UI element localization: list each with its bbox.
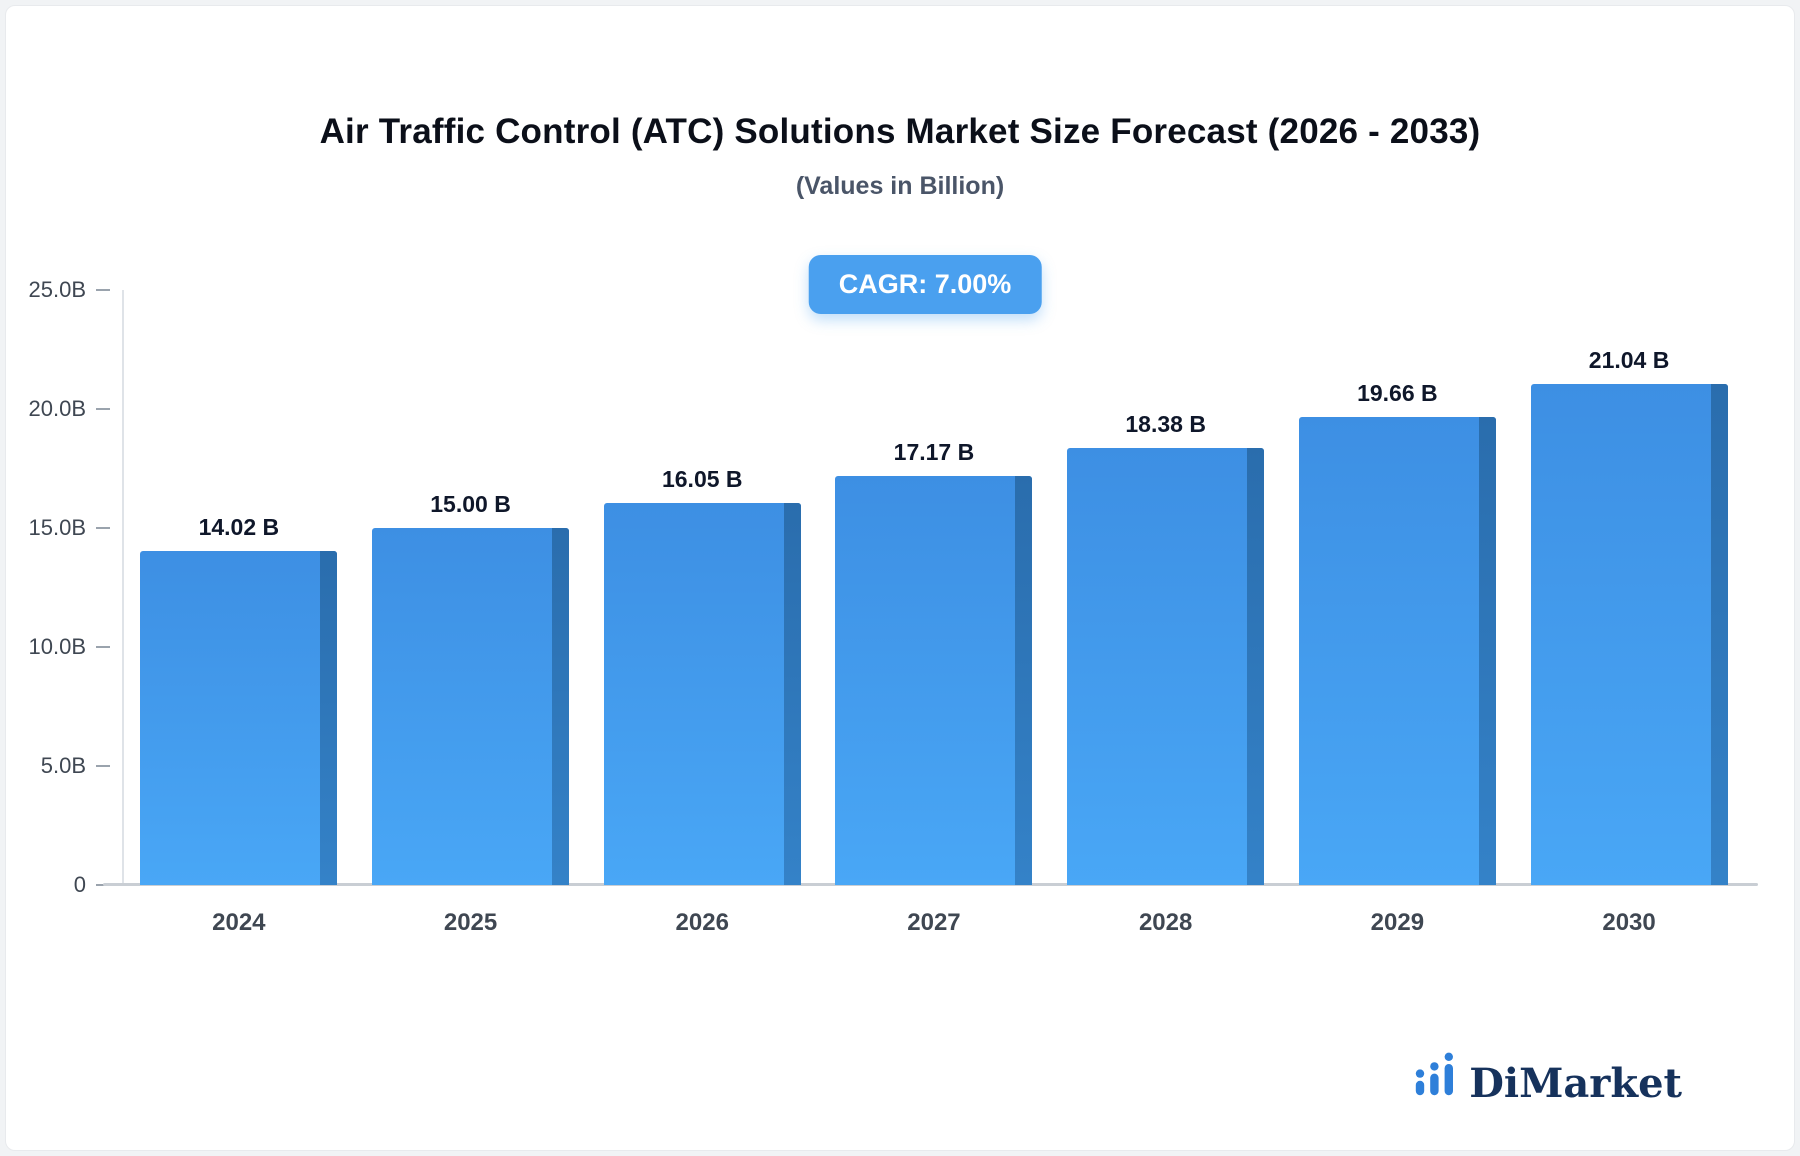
y-axis-tick-mark xyxy=(96,646,110,648)
bar-side-shade xyxy=(1710,384,1728,885)
bar-value-label: 19.66 B xyxy=(1357,380,1438,407)
bar-side-shade xyxy=(1015,476,1033,885)
y-axis-tick-mark xyxy=(96,527,110,529)
bar-value-label: 21.04 B xyxy=(1588,347,1670,374)
y-axis-tick-label: 15.0B xyxy=(0,515,118,541)
bar-value-label: 14.02 B xyxy=(198,514,280,541)
bar-group: 19.66 B 2029 xyxy=(1298,290,1496,936)
y-axis-line xyxy=(122,290,124,885)
bar-side-shade xyxy=(320,551,338,885)
y-axis-tick-label: 0 xyxy=(0,872,118,898)
y-axis-tick-mark xyxy=(96,408,110,410)
bar xyxy=(1298,417,1496,885)
y-axis-tick-mark xyxy=(96,765,110,767)
bar-group: 14.02 B 2024 xyxy=(140,290,338,936)
chart-title: Air Traffic Control (ATC) Solutions Mark… xyxy=(319,112,1481,151)
y-axis-tick-label: 5.0B xyxy=(0,753,118,779)
bar-value-label: 18.38 B xyxy=(1125,410,1206,437)
x-axis-label: 2025 xyxy=(443,909,498,936)
y-axis-tick-label: 20.0B xyxy=(0,396,118,422)
bar-value-label: 15.00 B xyxy=(430,491,511,517)
bar-side-shade xyxy=(552,528,570,885)
bar xyxy=(1067,447,1265,885)
brand-name: DiMarket xyxy=(1469,1060,1682,1107)
bar-group: 17.17 B 2027 xyxy=(835,290,1033,936)
bar-side-shade xyxy=(1247,447,1265,885)
bar-chart-logo-icon xyxy=(1416,1052,1454,1096)
bar-side-shade xyxy=(783,503,801,885)
chart-subtitle: (Values in Billion) xyxy=(795,172,1005,200)
cagr-badge: CAGR: 7.00% xyxy=(808,255,1042,314)
x-axis-label: 2029 xyxy=(1370,909,1425,936)
bar-value-label: 17.17 B xyxy=(893,439,975,466)
bar-series: 14.02 B 2024 15.00 B 2025 16.05 B 2026 17.17 B… xyxy=(123,290,1745,936)
x-axis-label: 2027 xyxy=(907,909,961,936)
y-axis-tick-label: 25.0B xyxy=(0,277,118,303)
bar xyxy=(140,551,338,885)
bar-group: 15.00 B 2025 xyxy=(372,290,570,936)
bar xyxy=(835,476,1033,885)
x-axis-label: 2026 xyxy=(675,909,729,936)
dimarket-logo: DiMarket xyxy=(1411,1052,1682,1104)
y-axis-tick-label: 10.0B xyxy=(0,634,118,660)
bar-group: 18.38 B 2028 xyxy=(1067,290,1265,936)
bar xyxy=(603,503,801,885)
x-axis-label: 2024 xyxy=(212,909,266,936)
bar-group: 21.04 B 2030 xyxy=(1530,290,1728,936)
y-axis-tick-mark xyxy=(96,289,110,291)
x-axis-label: 2028 xyxy=(1138,909,1193,936)
bar-group: 16.05 B 2026 xyxy=(603,290,801,936)
y-axis: 25.0B 20.0B 15.0B 10.0B 5.0B 0 xyxy=(0,277,118,897)
bar-side-shade xyxy=(1478,417,1496,885)
bar-value-label: 16.05 B xyxy=(661,466,743,493)
bar xyxy=(1530,384,1728,885)
bar xyxy=(372,528,570,885)
x-axis-label: 2030 xyxy=(1602,909,1656,936)
